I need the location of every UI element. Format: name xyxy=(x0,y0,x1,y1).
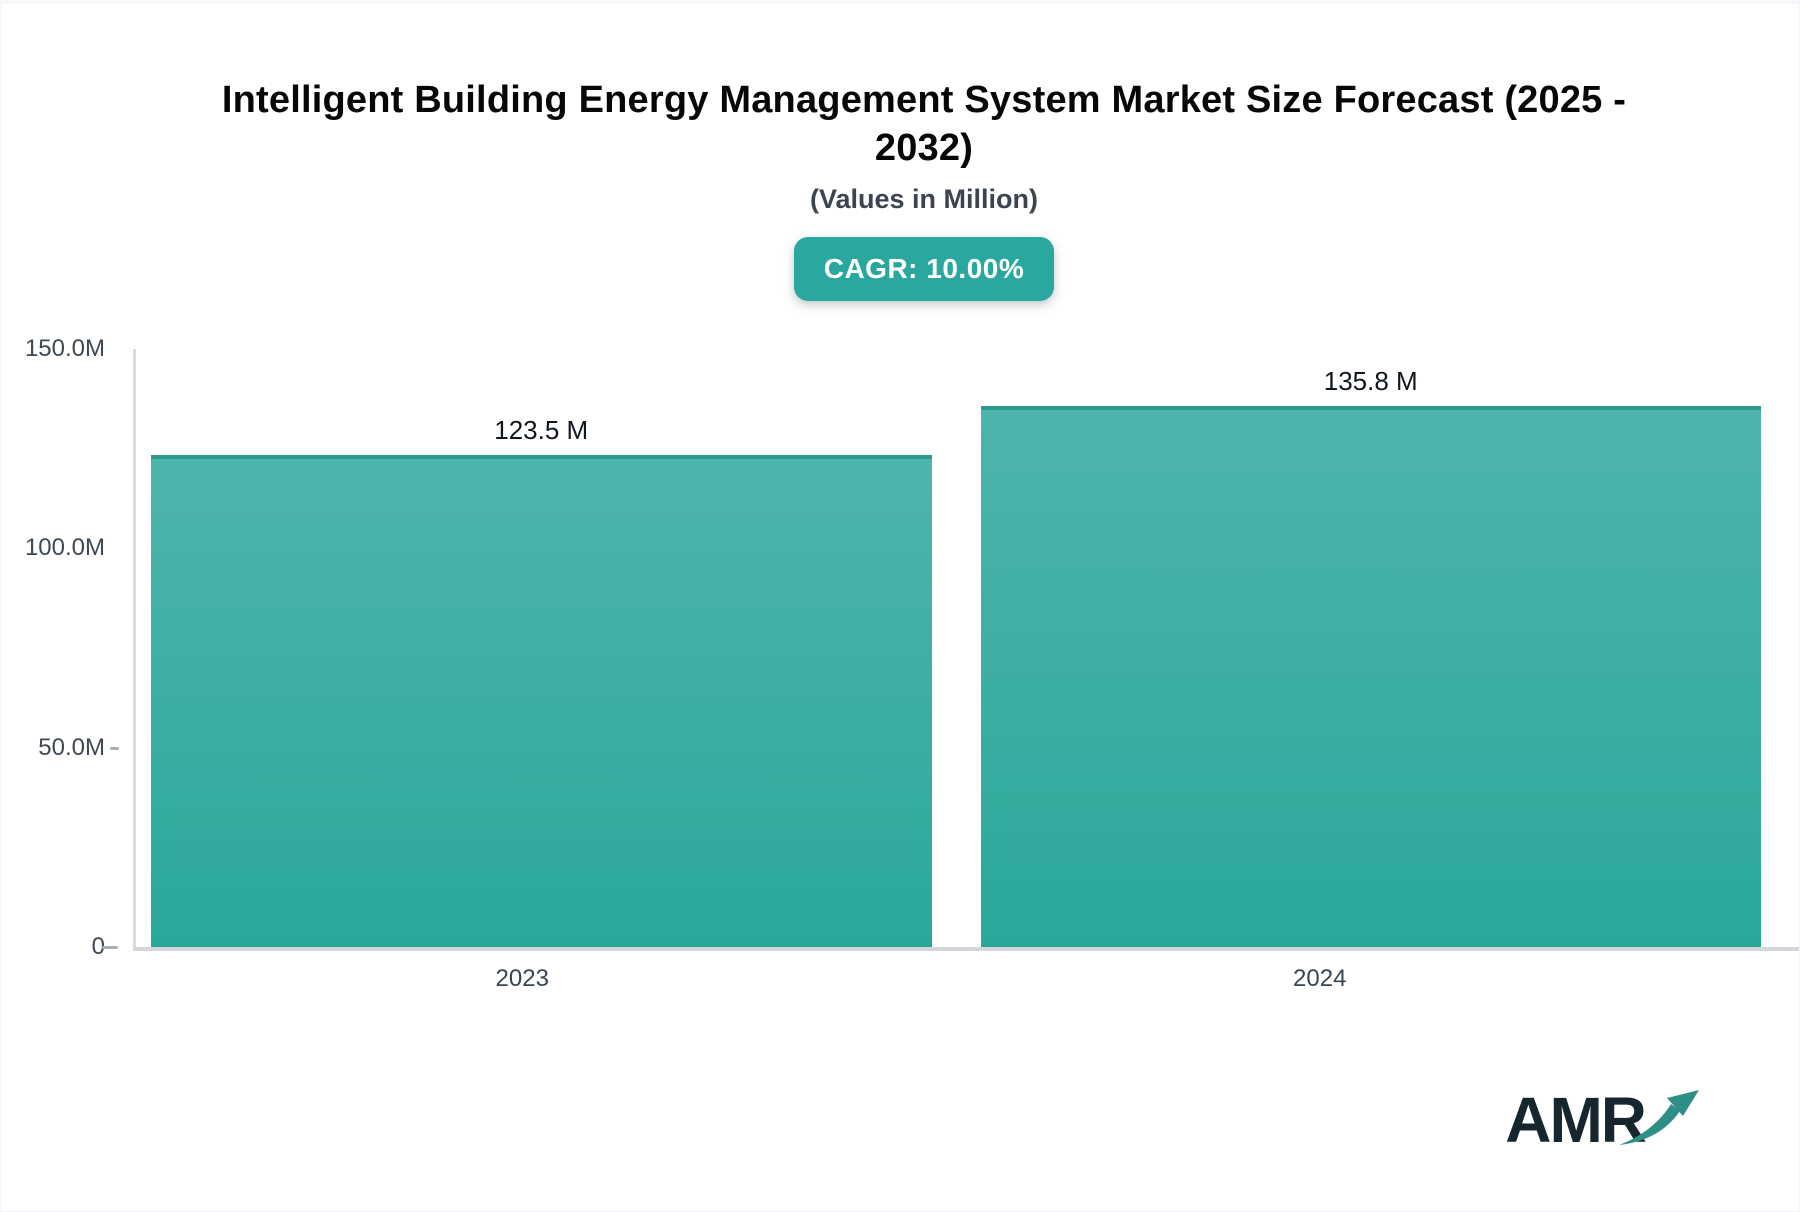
page-title-line2: 2032) xyxy=(874,127,974,169)
amr-logo-text: AMR xyxy=(1505,1084,1647,1156)
x-axis: 2023 2024 xyxy=(148,965,1694,993)
bar-chart: 150.0M 100.0M 50.0M 0 123.5 M 135.8 M 20… xyxy=(1,336,1799,1029)
y-axis-tick-label: 0 xyxy=(91,933,105,960)
bar-group-2024: 135.8 M xyxy=(980,349,1761,947)
amr-logo: AMR xyxy=(1505,1086,1701,1152)
bar-2024[interactable] xyxy=(980,406,1761,947)
bar-value-label: 123.5 M xyxy=(494,415,589,445)
page-title: Intelligent Building Energy Management S… xyxy=(49,76,1799,172)
y-axis-tick-mark xyxy=(110,746,119,750)
bar-value-label: 135.8 M xyxy=(1323,366,1418,396)
x-axis-label-2023: 2023 xyxy=(495,965,549,992)
y-axis-tick-mark xyxy=(102,946,118,949)
plot-area: 123.5 M 135.8 M xyxy=(133,349,1799,951)
chart-subtitle: (Values in Million) xyxy=(809,184,1039,214)
page-title-line1: Intelligent Building Energy Management S… xyxy=(221,79,1627,121)
chart-header: Intelligent Building Energy Management S… xyxy=(1,4,1799,301)
x-axis-label-2024: 2024 xyxy=(1293,965,1347,992)
y-axis-tick-label: 50.0M xyxy=(38,733,105,761)
y-axis-tick-label: 150.0M xyxy=(24,335,105,362)
bar-2023[interactable] xyxy=(151,455,932,947)
y-axis-tick-label: 100.0M xyxy=(24,534,105,562)
cagr-badge: CAGR: 10.00% xyxy=(793,237,1055,301)
bar-group-2023: 123.5 M xyxy=(151,349,932,947)
growth-arrow-icon xyxy=(1619,1090,1699,1145)
